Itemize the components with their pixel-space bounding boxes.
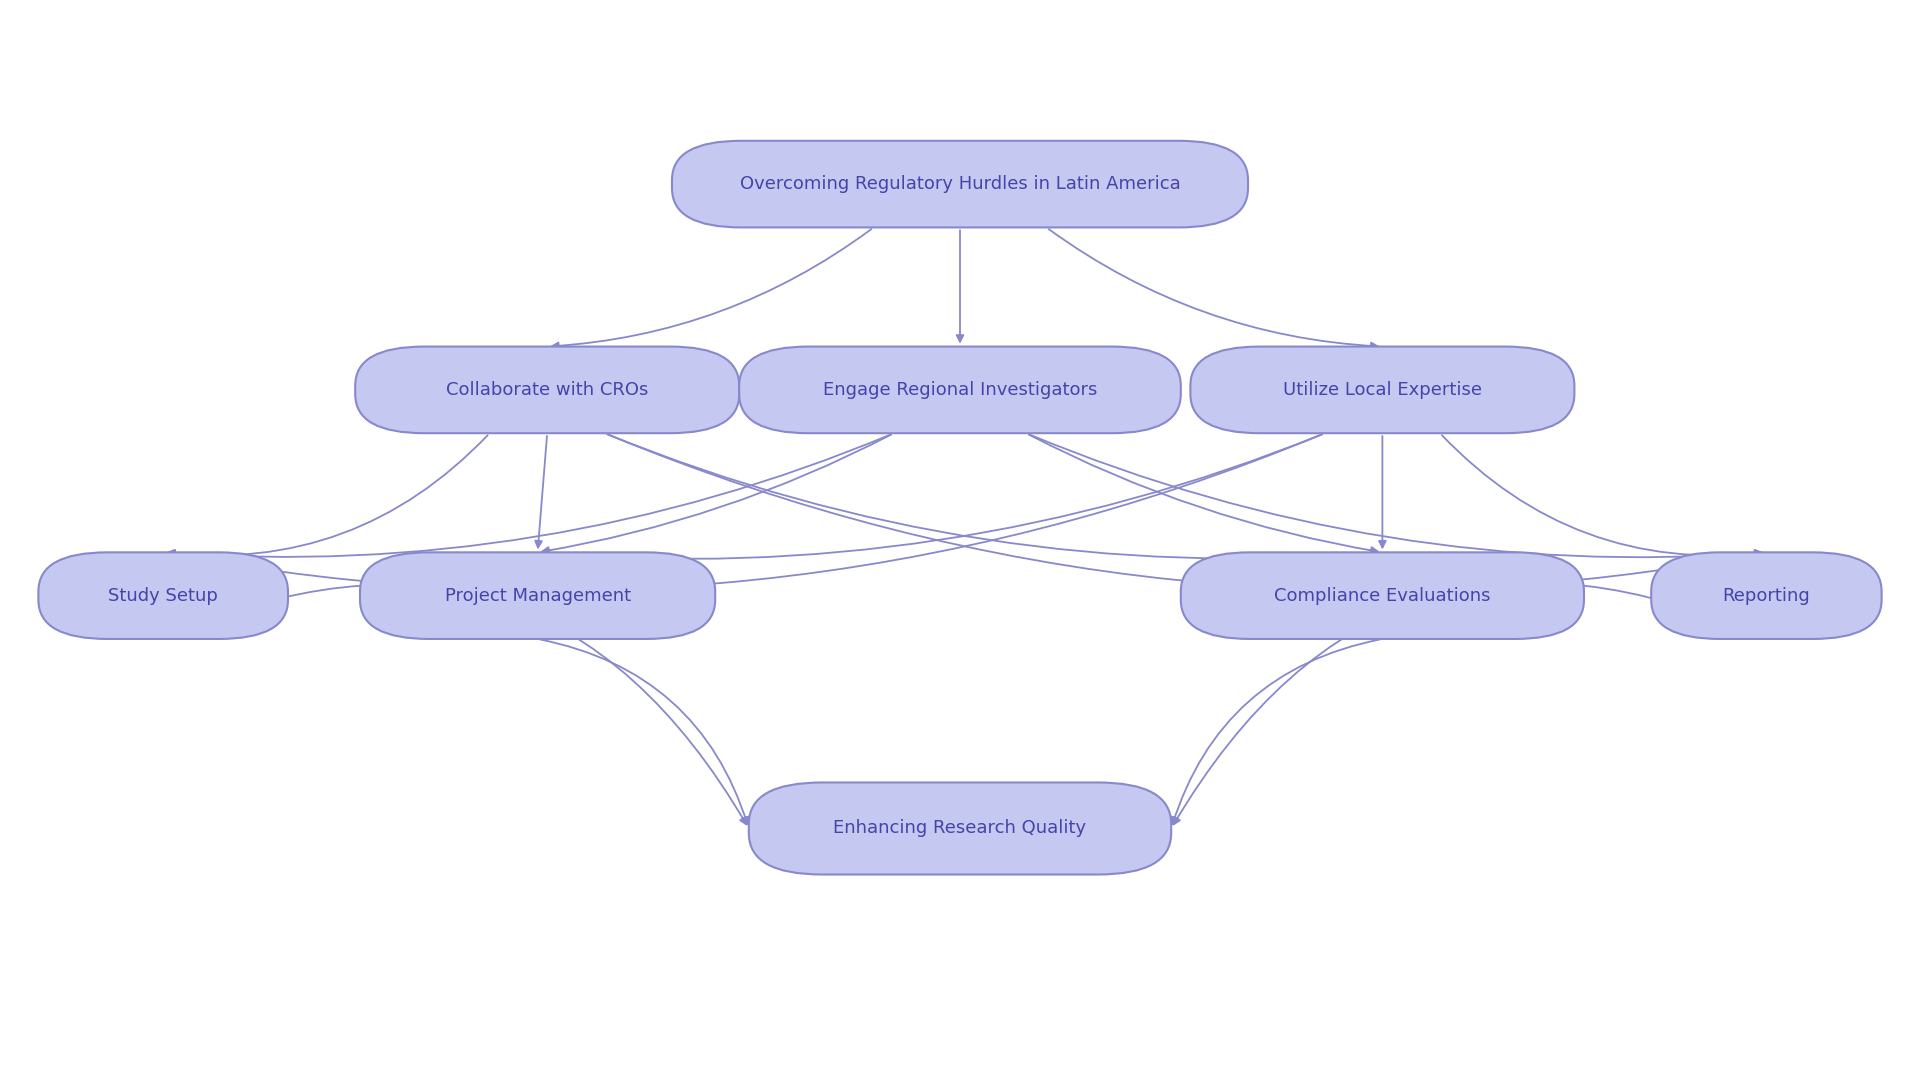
FancyBboxPatch shape	[749, 782, 1171, 875]
Text: Utilize Local Expertise: Utilize Local Expertise	[1283, 381, 1482, 399]
Text: Engage Regional Investigators: Engage Regional Investigators	[824, 381, 1096, 399]
FancyBboxPatch shape	[1651, 552, 1882, 639]
FancyBboxPatch shape	[739, 347, 1181, 433]
Text: Overcoming Regulatory Hurdles in Latin America: Overcoming Regulatory Hurdles in Latin A…	[739, 175, 1181, 193]
Text: Compliance Evaluations: Compliance Evaluations	[1275, 587, 1490, 604]
Text: Enhancing Research Quality: Enhancing Research Quality	[833, 820, 1087, 837]
Text: Reporting: Reporting	[1722, 587, 1811, 604]
Text: Study Setup: Study Setup	[108, 587, 219, 604]
FancyBboxPatch shape	[355, 347, 739, 433]
FancyBboxPatch shape	[1181, 552, 1584, 639]
Text: Collaborate with CROs: Collaborate with CROs	[445, 381, 649, 399]
FancyBboxPatch shape	[38, 552, 288, 639]
FancyBboxPatch shape	[1190, 347, 1574, 433]
FancyBboxPatch shape	[672, 141, 1248, 227]
FancyBboxPatch shape	[361, 552, 714, 639]
Text: Project Management: Project Management	[445, 587, 630, 604]
